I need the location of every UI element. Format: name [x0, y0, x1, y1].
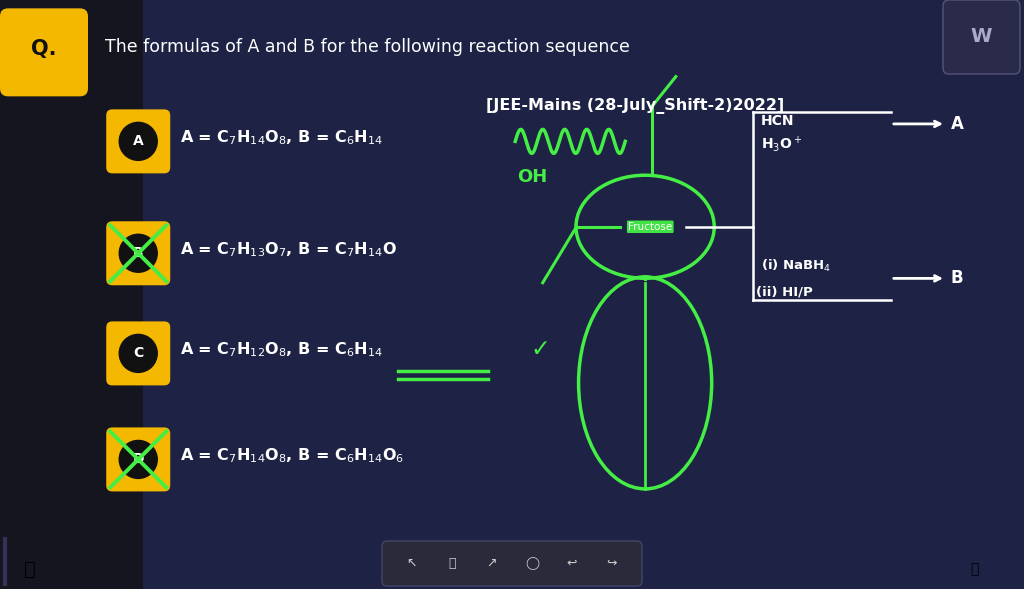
FancyBboxPatch shape — [106, 221, 170, 285]
Text: C: C — [133, 346, 143, 360]
Text: ◯: ◯ — [525, 557, 539, 570]
Circle shape — [119, 234, 158, 272]
FancyBboxPatch shape — [106, 428, 170, 491]
Text: A: A — [951, 115, 964, 133]
Text: OH: OH — [517, 168, 548, 186]
FancyBboxPatch shape — [0, 8, 88, 97]
Text: A: A — [133, 134, 143, 148]
Text: B: B — [951, 269, 964, 287]
Text: ✓: ✓ — [530, 337, 550, 362]
Text: A = C$_7$H$_{14}$O$_8$, B = C$_6$H$_{14}$: A = C$_7$H$_{14}$O$_8$, B = C$_6$H$_{14}… — [180, 128, 383, 147]
Circle shape — [119, 441, 158, 478]
Text: D: D — [132, 452, 144, 466]
Text: A = C$_7$H$_{12}$O$_8$, B = C$_6$H$_{14}$: A = C$_7$H$_{12}$O$_8$, B = C$_6$H$_{14}… — [180, 340, 383, 359]
FancyBboxPatch shape — [106, 322, 170, 385]
Text: Q.: Q. — [32, 39, 56, 59]
Text: HCN: HCN — [761, 114, 795, 128]
Text: Fructose: Fructose — [628, 222, 673, 231]
FancyBboxPatch shape — [0, 0, 143, 589]
Circle shape — [119, 335, 158, 372]
Text: ↗: ↗ — [486, 557, 498, 570]
Text: 🌿: 🌿 — [449, 557, 456, 570]
Text: ↖: ↖ — [407, 557, 417, 570]
Text: [JEE-Mains (28-July_Shift-2)2022]: [JEE-Mains (28-July_Shift-2)2022] — [485, 98, 784, 114]
FancyBboxPatch shape — [106, 110, 170, 173]
Text: (i) NaBH$_4$: (i) NaBH$_4$ — [761, 259, 830, 274]
Text: H$_3$O$^+$: H$_3$O$^+$ — [761, 134, 802, 154]
Text: (ii) HI/P: (ii) HI/P — [756, 286, 812, 299]
Text: B: B — [133, 246, 143, 260]
Text: 🎓: 🎓 — [25, 560, 36, 578]
Text: ↪: ↪ — [607, 557, 617, 570]
Text: ↩: ↩ — [566, 557, 578, 570]
Circle shape — [119, 123, 158, 160]
Text: A = C$_7$H$_{13}$O$_7$, B = C$_7$H$_{14}$O: A = C$_7$H$_{13}$O$_7$, B = C$_7$H$_{14}… — [180, 240, 397, 259]
Text: W: W — [971, 28, 992, 47]
Text: A = C$_7$H$_{14}$O$_8$, B = C$_6$H$_{14}$O$_6$: A = C$_7$H$_{14}$O$_8$, B = C$_6$H$_{14}… — [180, 446, 404, 465]
FancyBboxPatch shape — [143, 0, 1024, 589]
Text: 🔍: 🔍 — [970, 562, 978, 576]
FancyBboxPatch shape — [382, 541, 642, 586]
FancyBboxPatch shape — [943, 0, 1020, 74]
Text: The formulas of A and B for the following reaction sequence: The formulas of A and B for the followin… — [105, 38, 630, 56]
